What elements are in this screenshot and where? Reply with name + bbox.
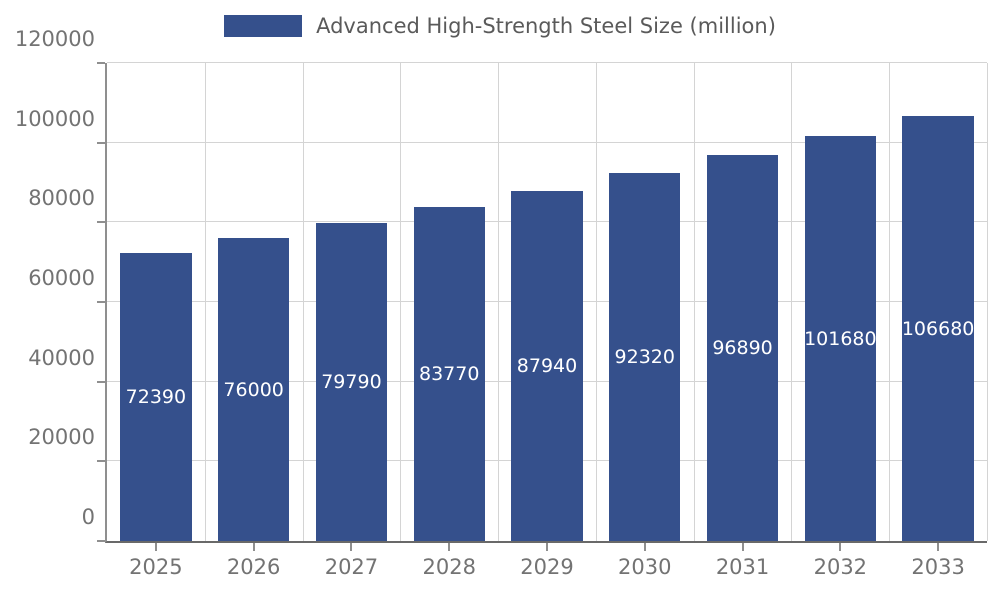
bar-value-label: 87940 — [516, 354, 578, 377]
chart-legend: Advanced High-Strength Steel Size (milli… — [0, 14, 1000, 38]
bar — [706, 155, 779, 541]
y-axis-tick-label: 100000 — [14, 106, 95, 131]
bar — [902, 116, 974, 541]
v-gridline — [498, 63, 500, 541]
bar-value-label: 106680 — [901, 317, 975, 340]
bar-value-label: 72390 — [125, 385, 187, 408]
x-axis-tick-label: 2025 — [129, 555, 183, 579]
x-axis-tick-label: 2027 — [324, 555, 379, 579]
y-axis-tick-label: 20000 — [28, 425, 95, 450]
x-axis-tick-label: 2026 — [226, 555, 281, 579]
x-axis-tick-label: 2028 — [422, 555, 476, 579]
v-gridline — [595, 63, 597, 541]
v-gridline — [791, 63, 793, 541]
bar-value-label: 79790 — [321, 371, 382, 394]
h-gridline — [107, 141, 987, 143]
x-axis-tick-mark — [252, 543, 255, 551]
bar-value-label: 101680 — [804, 327, 877, 350]
bar-value-label: 96890 — [712, 337, 773, 360]
bar — [315, 223, 388, 541]
v-gridline — [400, 63, 402, 541]
x-axis-tick-label: 2032 — [813, 555, 868, 579]
bar-value-label: 92320 — [614, 346, 675, 369]
bar — [120, 252, 192, 541]
y-axis-tick-mark — [97, 380, 105, 383]
bar — [413, 207, 485, 541]
bar — [609, 173, 681, 541]
v-gridline — [693, 63, 695, 541]
y-axis-tick-mark — [97, 460, 105, 463]
x-axis-tick-mark — [937, 543, 940, 551]
legend-label: Advanced High-Strength Steel Size (milli… — [316, 14, 776, 38]
v-gridline — [302, 63, 304, 541]
bar-value-label: 83770 — [418, 363, 480, 386]
y-axis-tick-label: 60000 — [28, 266, 95, 290]
x-axis-tick-mark — [448, 543, 451, 551]
x-axis-tick-label: 2031 — [715, 555, 770, 579]
x-axis-tick-mark — [741, 543, 744, 551]
x-axis-tick-mark — [643, 543, 646, 551]
y-axis-tick-mark — [97, 62, 105, 64]
bar — [511, 190, 583, 541]
bar — [804, 135, 877, 541]
x-axis-tick-label: 2030 — [618, 555, 672, 579]
x-axis-tick-mark — [839, 543, 842, 551]
v-gridline — [204, 63, 206, 541]
bar — [217, 238, 290, 541]
legend-swatch — [224, 15, 303, 37]
v-gridline — [987, 63, 988, 541]
y-axis-tick-label: 0 — [81, 505, 95, 529]
x-axis-tick-mark — [154, 543, 157, 551]
x-axis-tick-mark — [546, 543, 548, 551]
h-gridline — [107, 62, 987, 63]
plot-area: 0 20000 40000 60000 80000 100000 120000 72390 20… — [15, 27, 988, 579]
bar-value-label: 76000 — [223, 378, 284, 401]
y-axis-tick-mark — [97, 540, 105, 542]
y-axis-tick-mark — [97, 301, 105, 303]
v-gridline — [889, 63, 891, 541]
y-axis-tick-label: 120000 — [14, 27, 95, 51]
x-axis-tick-label: 2029 — [520, 555, 574, 579]
y-axis-tick-label: 80000 — [28, 186, 95, 211]
y-axis-tick-mark — [97, 221, 105, 224]
y-axis-tick-label: 40000 — [28, 345, 95, 370]
x-axis-tick-mark — [350, 543, 353, 551]
y-axis-tick-mark — [97, 141, 105, 144]
x-axis-tick-label: 2033 — [911, 555, 965, 579]
